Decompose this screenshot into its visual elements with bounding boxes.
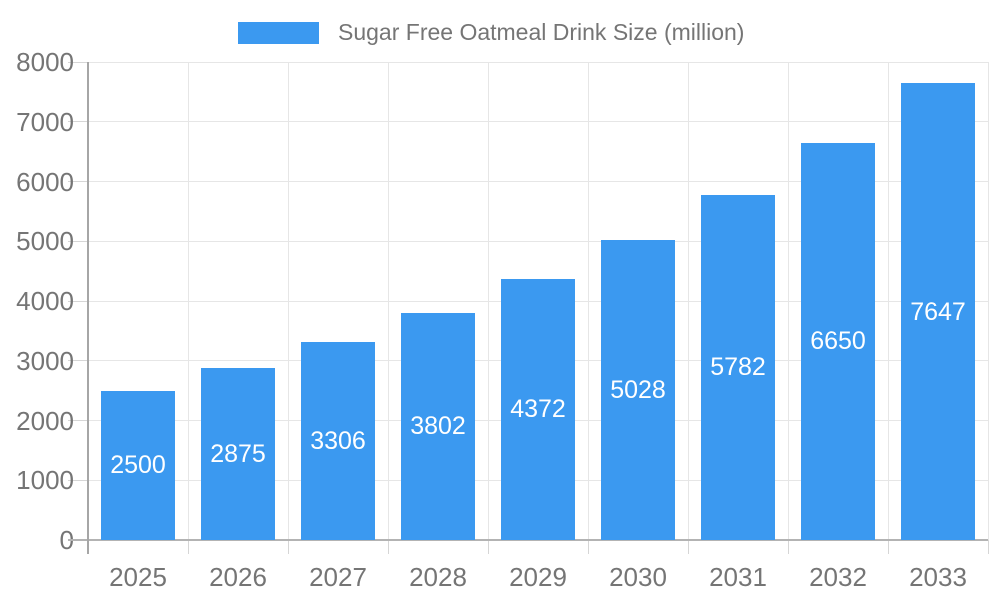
legend-label: Sugar Free Oatmeal Drink Size (million)	[338, 19, 745, 45]
x-tick-label: 2027	[309, 562, 367, 592]
y-tick	[68, 240, 88, 242]
y-axis-line	[87, 62, 89, 554]
x-tick-label: 2033	[909, 562, 967, 592]
bar-value-label: 2500	[110, 451, 166, 480]
bar-value-label: 3306	[310, 427, 366, 456]
plot-area: 0 1000 2000 3000 4000 5000 6000 7000 8000 2500 202…	[16, 48, 989, 591]
bar-value-label: 7647	[910, 297, 966, 326]
x-tick-label: 2032	[809, 562, 867, 592]
x-axis-line	[68, 539, 988, 541]
x-tick	[887, 540, 889, 554]
x-tick-label: 2030	[609, 562, 667, 592]
x-tick-label: 2025	[109, 562, 167, 592]
x-tick	[787, 540, 789, 554]
x-tick-label: 2029	[509, 562, 567, 592]
legend-swatch	[238, 21, 319, 44]
y-tick	[68, 300, 88, 302]
y-tick-label: 5000	[16, 226, 74, 257]
y-tick-label: 3000	[16, 345, 74, 376]
x-tick	[587, 540, 589, 554]
h-gridline	[88, 61, 988, 63]
y-tick	[68, 360, 88, 362]
y-tick-label: 8000	[16, 47, 74, 77]
y-tick	[68, 420, 88, 421]
x-tick	[987, 540, 989, 554]
bar-value-label: 5028	[610, 375, 666, 404]
y-tick	[68, 61, 88, 63]
x-tick	[487, 540, 489, 554]
y-tick	[68, 121, 88, 123]
y-tick-label: 2000	[16, 405, 74, 436]
v-gridline	[287, 62, 289, 540]
x-tick	[687, 540, 689, 554]
bar-2027[interactable]	[301, 342, 375, 540]
y-tick-label: 1000	[16, 465, 74, 496]
v-gridline	[387, 62, 389, 540]
y-tick	[68, 479, 88, 481]
y-tick-label: 7000	[16, 106, 74, 137]
x-tick-label: 2026	[209, 562, 267, 592]
h-gridline	[88, 181, 988, 182]
bar-2032[interactable]	[801, 142, 875, 540]
v-gridline	[987, 62, 989, 540]
bar-value-label: 4372	[510, 395, 566, 424]
y-tick	[68, 181, 88, 182]
v-gridline	[587, 62, 589, 540]
x-tick-label: 2028	[409, 562, 467, 592]
bar-2028[interactable]	[401, 312, 475, 540]
v-gridline	[187, 62, 189, 540]
h-gridline	[88, 240, 988, 242]
y-tick-label: 4000	[16, 286, 74, 316]
y-tick-label: 0	[59, 525, 74, 555]
x-tick	[187, 540, 189, 554]
x-tick	[387, 540, 389, 554]
h-gridline	[88, 121, 988, 123]
v-gridline	[687, 62, 689, 540]
legend-item[interactable]: Sugar Free Oatmeal Drink Size (million)	[238, 21, 744, 44]
v-gridline	[887, 62, 889, 540]
y-tick-label: 6000	[16, 166, 74, 197]
bar-2030[interactable]	[601, 239, 675, 540]
x-tick-label: 2031	[709, 562, 767, 592]
bar-2029[interactable]	[501, 278, 575, 540]
bar-value-label: 3802	[410, 412, 466, 441]
x-tick	[287, 540, 289, 554]
bar-2025[interactable]	[101, 390, 175, 540]
bar-2033[interactable]	[901, 83, 975, 540]
v-gridline	[487, 62, 489, 540]
bar-value-label: 5782	[710, 353, 766, 382]
v-gridline	[787, 62, 789, 540]
bar-2031[interactable]	[701, 194, 775, 540]
bar-2026[interactable]	[201, 368, 275, 540]
bar-value-label: 2875	[210, 440, 266, 469]
bar-value-label: 6650	[810, 327, 866, 356]
